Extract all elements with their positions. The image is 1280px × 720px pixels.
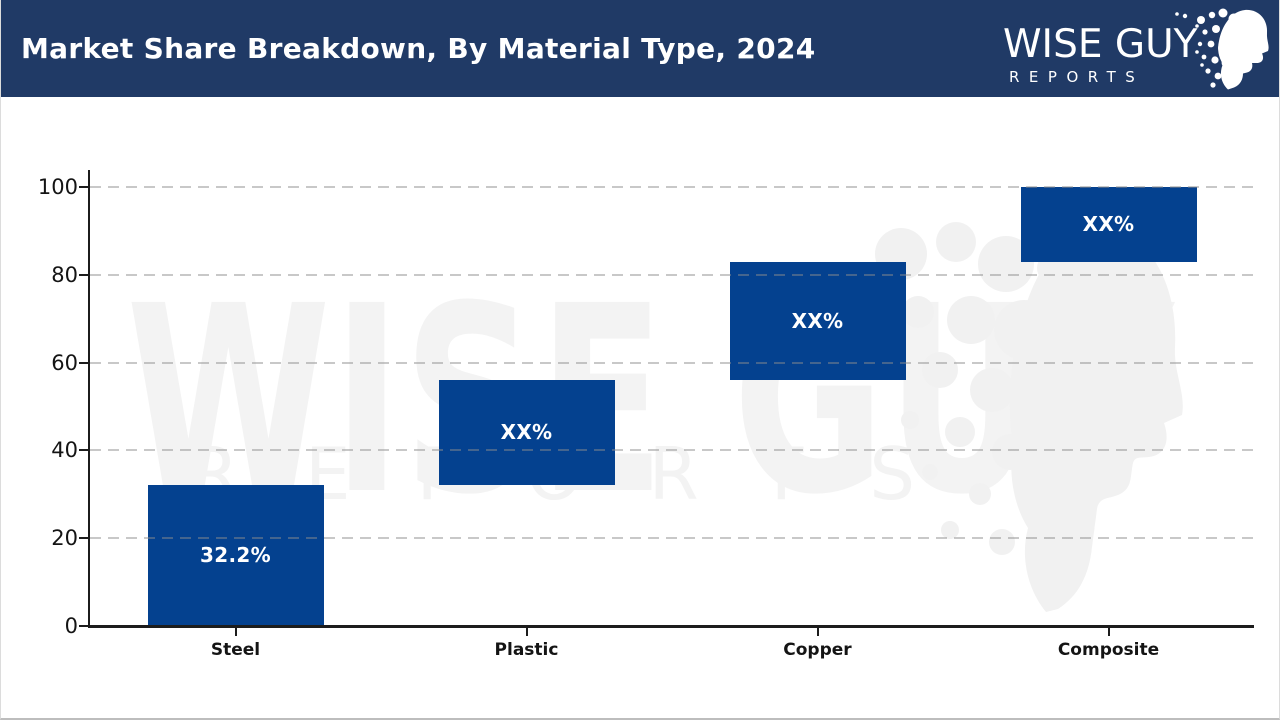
- x-tick-label: Plastic: [494, 640, 559, 660]
- wise-guy-reports-logo: WISE GUY REPORTS: [1003, 8, 1269, 89]
- logo-subtext: REPORTS: [1009, 68, 1144, 86]
- y-tick-label: 40: [51, 438, 78, 463]
- x-tick-mark: [234, 628, 237, 636]
- gridline-40: [90, 449, 1254, 452]
- header-bar: Market Share Breakdown, By Material Type…: [1, 0, 1279, 97]
- bar-plastic: XX%: [438, 380, 615, 485]
- bar-value-label: XX%: [791, 308, 844, 333]
- gridline-60: [90, 361, 1254, 364]
- bar-copper: XX%: [729, 261, 906, 381]
- bar-steel: 32.2%: [147, 484, 324, 626]
- gridline-80: [90, 273, 1254, 276]
- chart-title: Market Share Breakdown, By Material Type…: [21, 32, 816, 65]
- gridline-100: [90, 186, 1254, 188]
- x-tick-label: Composite: [1057, 640, 1160, 660]
- y-tick-label: 100: [37, 175, 78, 199]
- x-tick-label: Copper: [783, 640, 852, 660]
- y-tick-label: 80: [51, 262, 78, 287]
- y-tick-mark: [79, 186, 89, 188]
- x-tick-mark: [816, 628, 819, 636]
- gridline-20: [90, 537, 1254, 540]
- logo-face-profile-icon: [1218, 9, 1269, 89]
- x-tick-label: Steel: [210, 640, 261, 660]
- y-tick-mark: [79, 273, 89, 276]
- bar-value-label: XX%: [1082, 212, 1135, 237]
- y-tick-label: 0: [64, 614, 78, 638]
- x-tick-mark: [1107, 628, 1110, 636]
- bar-value-label: 32.2%: [200, 543, 271, 568]
- logo-wordmark: WISE GUY: [1003, 22, 1198, 67]
- y-tick-mark: [79, 361, 89, 364]
- x-axis-line: [88, 625, 1254, 628]
- y-axis-line: [88, 170, 90, 628]
- y-tick-label: 60: [51, 350, 78, 375]
- y-tick-mark: [79, 449, 89, 452]
- x-tick-mark: [525, 628, 528, 636]
- y-tick-mark: [79, 537, 89, 540]
- y-tick-mark: [79, 625, 89, 627]
- bar-composite: XX%: [1020, 187, 1197, 262]
- bar-value-label: XX%: [500, 420, 553, 445]
- y-tick-label: 20: [51, 526, 78, 551]
